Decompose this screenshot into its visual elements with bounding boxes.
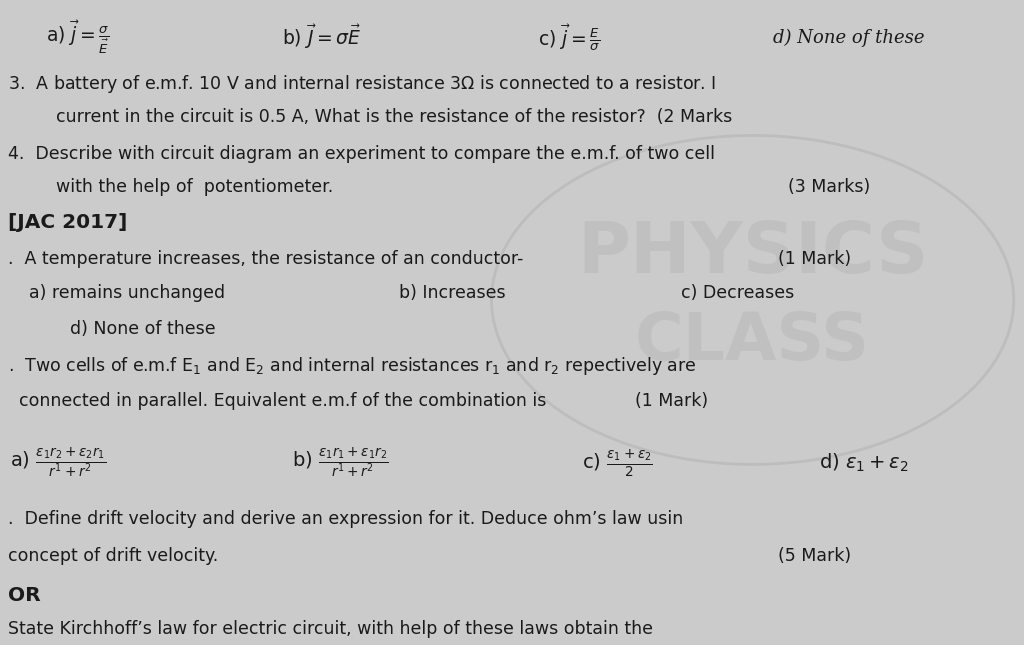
Text: (5 Mark): (5 Mark) <box>778 547 851 565</box>
Text: current in the circuit is 0.5 A, What is the resistance of the resistor?  (2 Mar: current in the circuit is 0.5 A, What is… <box>56 108 732 126</box>
Text: b) $\vec{J} = \sigma\vec{E}$: b) $\vec{J} = \sigma\vec{E}$ <box>282 23 361 52</box>
Text: d) None of these: d) None of these <box>70 320 215 338</box>
Text: c) Decreases: c) Decreases <box>681 284 795 303</box>
Text: with the help of  potentiometer.: with the help of potentiometer. <box>56 178 334 196</box>
Text: .  Two cells of e.m.f E$_1$ and E$_2$ and internal resistances r$_1$ and r$_2$ r: . Two cells of e.m.f E$_1$ and E$_2$ and… <box>8 355 697 377</box>
Text: OR: OR <box>8 586 41 606</box>
Text: 4.  Describe with circuit diagram an experiment to compare the e.m.f. of two cel: 4. Describe with circuit diagram an expe… <box>8 144 715 163</box>
Text: c) $\frac{\varepsilon_1 + \varepsilon_2}{2}$: c) $\frac{\varepsilon_1 + \varepsilon_2}… <box>582 447 652 479</box>
Text: a) $\vec{j} = \frac{\sigma}{\vec{E}}$: a) $\vec{j} = \frac{\sigma}{\vec{E}}$ <box>46 19 110 56</box>
Text: (3 Marks): (3 Marks) <box>788 178 870 196</box>
Text: (1 Mark): (1 Mark) <box>635 392 708 410</box>
Text: [JAC 2017]: [JAC 2017] <box>8 213 128 232</box>
Text: State Kirchhoff’s law for electric circuit, with help of these laws obtain the: State Kirchhoff’s law for electric circu… <box>8 620 653 638</box>
Text: a) remains unchanged: a) remains unchanged <box>29 284 225 303</box>
Text: 3.  A battery of e.m.f. 10 V and internal resistance 3$\Omega$ is connected to a: 3. A battery of e.m.f. 10 V and internal… <box>8 73 717 95</box>
Text: d) None of these: d) None of these <box>773 28 925 46</box>
Text: c) $\vec{j} = \frac{E}{\sigma}$: c) $\vec{j} = \frac{E}{\sigma}$ <box>538 22 600 53</box>
Text: (1 Mark): (1 Mark) <box>778 250 851 268</box>
Text: .  A temperature increases, the resistance of an conductor-: . A temperature increases, the resistanc… <box>8 250 523 268</box>
Text: PHYSICS: PHYSICS <box>577 219 929 288</box>
Text: concept of drift velocity.: concept of drift velocity. <box>8 547 218 565</box>
Text: a) $\frac{\varepsilon_1 r_2 + \varepsilon_2 r_1}{r^1 + r^2}$: a) $\frac{\varepsilon_1 r_2 + \varepsilo… <box>10 446 106 481</box>
Text: b) $\frac{\varepsilon_1 r_1 + \varepsilon_1 r_2}{r^1 + r^2}$: b) $\frac{\varepsilon_1 r_1 + \varepsilo… <box>292 446 389 481</box>
Text: b) Increases: b) Increases <box>399 284 506 303</box>
Text: connected in parallel. Equivalent e.m.f of the combination is: connected in parallel. Equivalent e.m.f … <box>8 392 547 410</box>
Text: .  Define drift velocity and derive an expression for it. Deduce ohm’s law usin: . Define drift velocity and derive an ex… <box>8 510 683 528</box>
Text: CLASS: CLASS <box>635 310 870 374</box>
Text: d) $\varepsilon_1 + \varepsilon_2$: d) $\varepsilon_1 + \varepsilon_2$ <box>819 452 909 474</box>
